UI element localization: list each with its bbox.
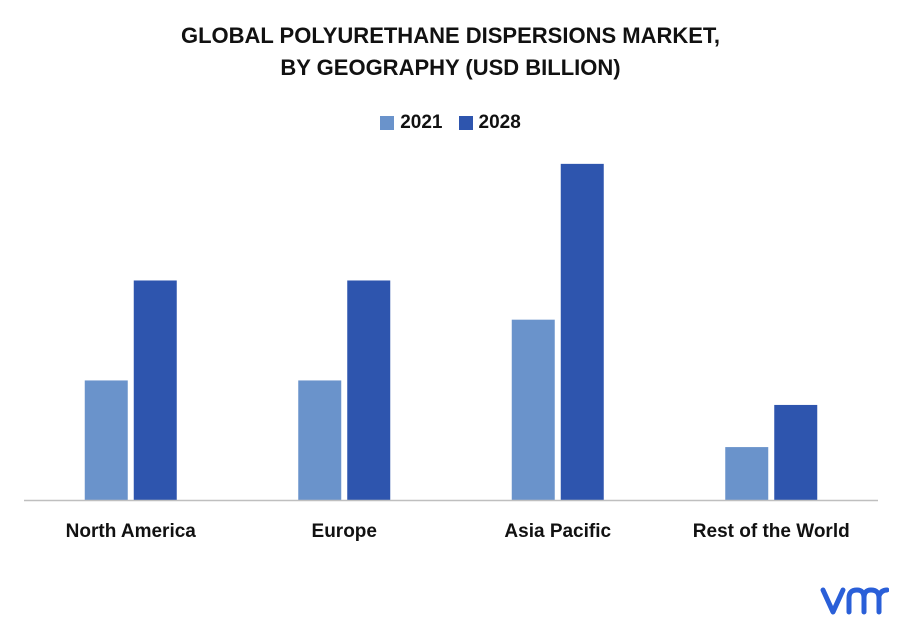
x-tick-label: North America	[66, 521, 197, 542]
bar-2028-asia-pacific	[560, 163, 604, 501]
legend-swatch-2021	[380, 116, 395, 130]
bar-2021-rest-of-the-world	[725, 447, 769, 500]
bar-2028-rest-of-the-world	[774, 404, 818, 500]
bar-2021-asia-pacific	[511, 319, 555, 500]
x-tick-label: Europe	[312, 521, 377, 542]
chart-title: GLOBAL POLYURETHANE DISPERSIONS MARKET, …	[0, 20, 901, 84]
vmr-logo-icon	[820, 587, 889, 615]
legend-item-2028: 2028	[458, 112, 521, 134]
chart-title-line-1: GLOBAL POLYURETHANE DISPERSIONS MARKET,	[180, 23, 721, 48]
legend-label-2021: 2021	[400, 112, 443, 133]
x-tick-label: Asia Pacific	[504, 521, 611, 542]
chart-title-line-2: BY GEOGRAPHY (USD BILLION)	[280, 55, 621, 80]
bar-2028-europe	[347, 280, 391, 500]
bar-2021-north-america	[84, 380, 128, 500]
bar-2028-north-america	[133, 280, 177, 500]
legend-label-2028: 2028	[478, 112, 521, 133]
legend-swatch-2028	[458, 116, 473, 130]
legend-item-2021: 2021	[380, 112, 443, 134]
chart-legend: 2021 2028	[0, 112, 901, 134]
x-tick-label: Rest of the World	[693, 521, 850, 542]
bar-2021-europe	[298, 380, 342, 500]
